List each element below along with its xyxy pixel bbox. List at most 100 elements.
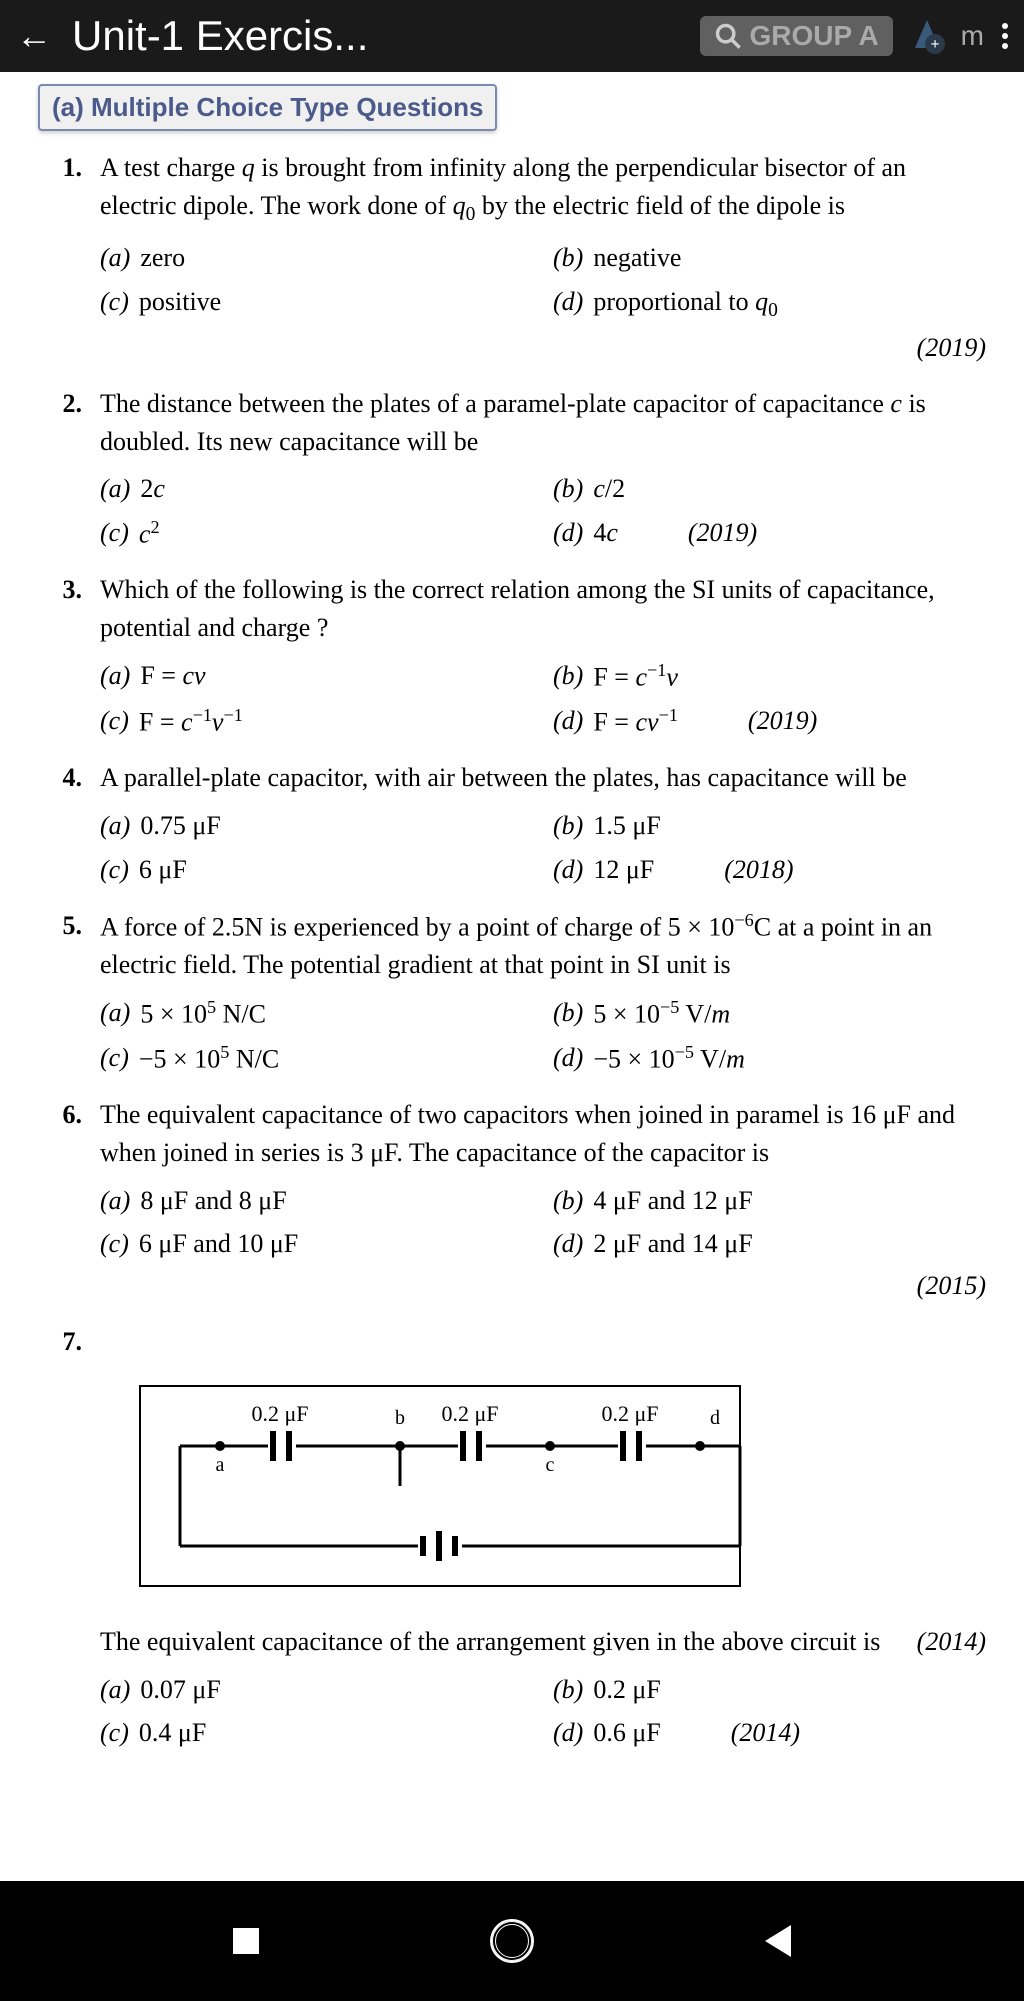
year-label: (2015) — [100, 1267, 986, 1305]
option-label: (a) — [100, 1671, 130, 1709]
options-grid: (a)zero (b) negative (c)positive (d) proporti… — [100, 239, 986, 325]
option-label: (d) — [553, 283, 583, 325]
option-label: (c) — [100, 514, 129, 553]
document-content: (a) Multiple Choice Type Questions 1. A t… — [0, 72, 1024, 1794]
option[interactable]: (b) F = c−1v — [553, 657, 986, 696]
year-label: (2019) — [688, 514, 757, 553]
option-label: (d) — [553, 1225, 583, 1263]
option[interactable]: (a) 0.07 μF — [100, 1671, 533, 1709]
option[interactable]: (b) negative — [553, 239, 986, 277]
option-label: (b) — [553, 239, 583, 277]
option-text: F = cv−1 — [593, 702, 678, 741]
option[interactable]: (a)8 μF and 8 μF — [100, 1182, 533, 1220]
question: 6.The equivalent capacitance of two capa… — [100, 1096, 986, 1304]
home-icon[interactable] — [492, 1921, 532, 1961]
option-text: negative — [593, 239, 681, 277]
recent-apps-icon[interactable] — [233, 1928, 259, 1954]
option[interactable]: (d)2 μF and 14 μF — [553, 1225, 986, 1263]
option-label: (d) — [553, 514, 583, 553]
option[interactable]: (b) 1.5 μF — [553, 807, 986, 845]
question: 3.Which of the following is the correct … — [100, 571, 986, 741]
option[interactable]: (c)−5 × 105 N/C — [100, 1039, 533, 1078]
section-header: (a) Multiple Choice Type Questions — [38, 84, 497, 131]
option[interactable]: (b) 4 μF and 12 μF — [553, 1182, 986, 1220]
option[interactable]: (d)0.6 μF(2014) — [553, 1714, 986, 1752]
option[interactable]: (b) 0.2 μF — [553, 1671, 986, 1709]
question-text: A parallel-plate capacitor, with air bet… — [100, 759, 986, 797]
option[interactable]: (a) 0.75 μF — [100, 807, 533, 845]
option-text: 2c — [140, 470, 165, 508]
option-label: (b) — [553, 807, 583, 845]
option[interactable]: (c) c2 — [100, 514, 533, 553]
option-text: 6 μF — [139, 851, 187, 889]
option[interactable]: (d)−5 × 10−5 V/m — [553, 1039, 986, 1078]
option-text: positive — [139, 283, 221, 325]
option-text: 0.07 μF — [140, 1671, 220, 1709]
option-text: 0.75 μF — [140, 807, 220, 845]
option-label: (a) — [100, 1182, 130, 1220]
option-text: F = c−1v−1 — [139, 702, 243, 741]
back-arrow-icon[interactable]: ← — [16, 15, 52, 57]
svg-text:c: c — [546, 1454, 555, 1476]
option[interactable]: (a)zero — [100, 239, 533, 277]
add-icon[interactable]: + — [905, 14, 949, 58]
option[interactable]: (c)0.4 μF — [100, 1714, 533, 1752]
svg-text:0.2 μF: 0.2 μF — [601, 1401, 658, 1426]
options-grid: (a)5 × 105 N/C (b)5 × 10−5 V/m (c)−5 × 105… — [100, 994, 986, 1079]
option[interactable]: (b)5 × 10−5 V/m — [553, 994, 986, 1033]
option-text: 1.5 μF — [593, 807, 660, 845]
option-label: (c) — [100, 1714, 129, 1752]
option-label: (d) — [553, 1714, 583, 1752]
year-label: (2014) — [731, 1714, 800, 1752]
option[interactable]: (d) proportional to q0 — [553, 283, 986, 325]
year-label: (2019) — [100, 329, 986, 367]
option-label: (b) — [553, 1671, 583, 1709]
question-number: 1. — [42, 149, 82, 187]
option[interactable]: (c)6 μF and 10 μF — [100, 1225, 533, 1263]
option-text: 0.2 μF — [593, 1671, 660, 1709]
option[interactable]: (d)12 μF(2018) — [553, 851, 986, 889]
android-nav-bar — [0, 1881, 1024, 2001]
option-text: proportional to q0 — [593, 283, 778, 325]
question-text: Which of the following is the correct re… — [100, 571, 986, 646]
option-text: F = c−1v — [593, 657, 678, 696]
question-number: 4. — [42, 759, 82, 797]
option-text: 5 × 10−5 V/m — [593, 994, 730, 1033]
option[interactable]: (b)c/2 — [553, 470, 986, 508]
option[interactable]: (c)positive — [100, 283, 533, 325]
option[interactable]: (d) F = cv−1 (2019) — [553, 702, 986, 741]
search-box[interactable]: GROUP A — [700, 16, 893, 56]
question-text: The distance between the plates of a par… — [100, 385, 986, 460]
back-icon[interactable] — [765, 1925, 791, 1957]
question-text: The equivalent capacitance of two capaci… — [100, 1096, 986, 1171]
option[interactable]: (a) 2c — [100, 470, 533, 508]
year-label: (2019) — [748, 702, 817, 741]
option-label: (b) — [553, 657, 583, 696]
option[interactable]: (d)4c(2019) — [553, 514, 986, 553]
option[interactable]: (a)5 × 105 N/C — [100, 994, 533, 1033]
option-label: (b) — [553, 1182, 583, 1220]
question: 5.A force of 2.5N is experienced by a po… — [100, 907, 986, 1079]
option-label: (d) — [553, 702, 583, 741]
options-grid: (a) 0.75 μF (b) 1.5 μF (c)6 μF (d)12 μF(2018) — [100, 807, 986, 888]
question: 7. a 0.2 μF b 0.2 μF c 0.2 μF d The equi… — [100, 1323, 986, 1752]
option-text: −5 × 105 N/C — [139, 1039, 279, 1078]
question-number: 3. — [42, 571, 82, 609]
option-label: (c) — [100, 702, 129, 741]
question-text: A force of 2.5N is experienced by a poin… — [100, 907, 986, 984]
option-label: (d) — [553, 1039, 583, 1078]
options-grid: (a)8 μF and 8 μF (b) 4 μF and 12 μF (c)6 μF… — [100, 1182, 986, 1263]
options-grid: (a) 2c (b)c/2 (c) c2 (d)4c(2019) — [100, 470, 986, 553]
option-text: 4 μF and 12 μF — [593, 1182, 752, 1220]
question-text: A test charge q is brought from infinity… — [100, 149, 986, 229]
question-number: 6. — [42, 1096, 82, 1134]
option[interactable]: (c)6 μF — [100, 851, 533, 889]
menu-dots-icon[interactable] — [1002, 23, 1008, 49]
option[interactable]: (c) F = c−1v−1 — [100, 702, 533, 741]
search-label: GROUP A — [750, 20, 879, 52]
option-label: (a) — [100, 807, 130, 845]
option-text: c2 — [139, 514, 160, 553]
option[interactable]: (a)F = cv — [100, 657, 533, 696]
option-label: (d) — [553, 851, 583, 889]
option-label: (a) — [100, 470, 130, 508]
